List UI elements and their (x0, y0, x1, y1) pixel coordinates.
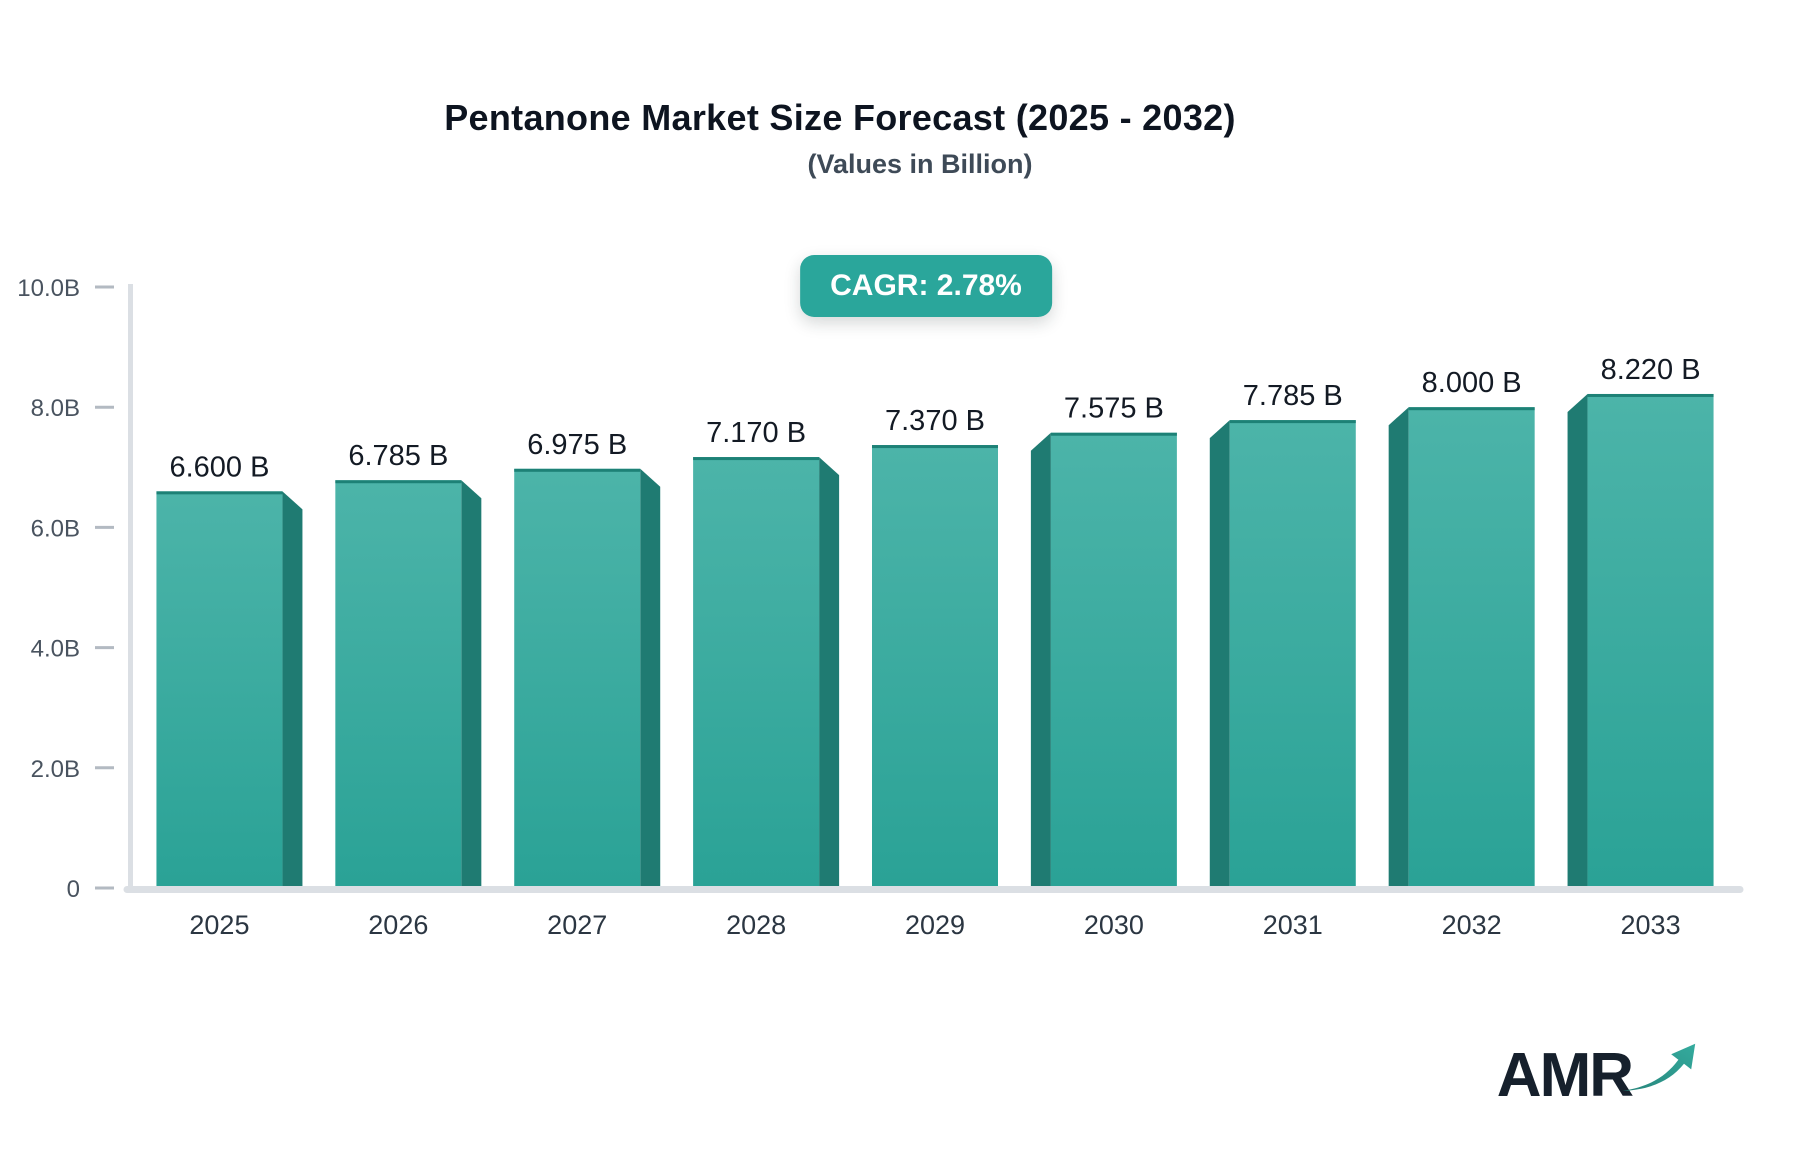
x-axis-label: 2028 (726, 910, 786, 940)
bar (1408, 407, 1535, 887)
bar-top-edge (1050, 432, 1177, 436)
y-axis-label: 4.0B (31, 636, 80, 663)
bar-side-face (282, 491, 303, 887)
bar-side-face (1030, 432, 1051, 887)
bar-top-edge (514, 468, 641, 472)
bar-top-edge (1587, 393, 1714, 397)
y-axis-label: 10.0B (17, 275, 80, 302)
bar-value-label: 6.785 B (348, 440, 448, 472)
bar-value-label: 7.575 B (1064, 393, 1164, 425)
bar-value-label: 7.170 B (706, 417, 806, 449)
chart-title: Pentanone Market Size Forecast (2025 - 2… (444, 97, 1236, 138)
chart-subtitle: (Values in Billion) (807, 149, 1033, 179)
bar (335, 480, 462, 887)
bar-side-face (640, 468, 661, 887)
y-axis-label: 6.0B (31, 515, 80, 542)
bar-top-edge (156, 491, 283, 495)
bar-value-label: 6.975 B (527, 429, 627, 461)
bar (1587, 393, 1714, 887)
x-axis-label: 2029 (905, 910, 965, 940)
x-axis-label: 2033 (1621, 910, 1681, 940)
bar-side-face (461, 480, 482, 887)
bar-side-face (1209, 420, 1230, 887)
x-axis-label: 2026 (368, 910, 428, 940)
bar-value-label: 6.600 B (169, 451, 269, 483)
bar-value-label: 8.220 B (1601, 354, 1701, 386)
y-axis-label: 2.0B (31, 756, 80, 783)
bar-side-face (819, 457, 840, 887)
bar-top-edge (693, 457, 820, 461)
x-axis-label: 2032 (1442, 910, 1502, 940)
bar-top-edge (872, 445, 998, 449)
y-axis-label: 0 (67, 876, 80, 903)
bar (693, 457, 820, 887)
bar-value-label: 8.000 B (1422, 367, 1522, 399)
bar-side-face (1388, 407, 1409, 887)
x-axis-label: 2031 (1263, 910, 1323, 940)
bar (514, 468, 641, 887)
cagr-badge: CAGR: 2.78% (800, 255, 1052, 317)
bar (1050, 432, 1177, 887)
bar-side-face (1567, 393, 1588, 887)
bar-top-edge (335, 480, 462, 484)
x-axis-label: 2027 (547, 910, 607, 940)
bar-value-label: 7.785 B (1243, 380, 1343, 412)
x-axis-label: 2025 (189, 910, 249, 940)
bar (1229, 420, 1356, 887)
bar (872, 445, 998, 887)
x-axis-label: 2030 (1084, 910, 1144, 940)
growth-arrow-icon (1620, 1038, 1700, 1101)
bar-value-label: 7.370 B (885, 405, 985, 437)
bar-top-edge (1408, 407, 1535, 411)
amr-logo: AMR (1496, 1038, 1700, 1110)
bar (156, 491, 283, 887)
bar-top-edge (1229, 420, 1356, 424)
y-axis-label: 8.0B (31, 395, 80, 422)
amr-logo-text: AMR (1496, 1040, 1634, 1110)
